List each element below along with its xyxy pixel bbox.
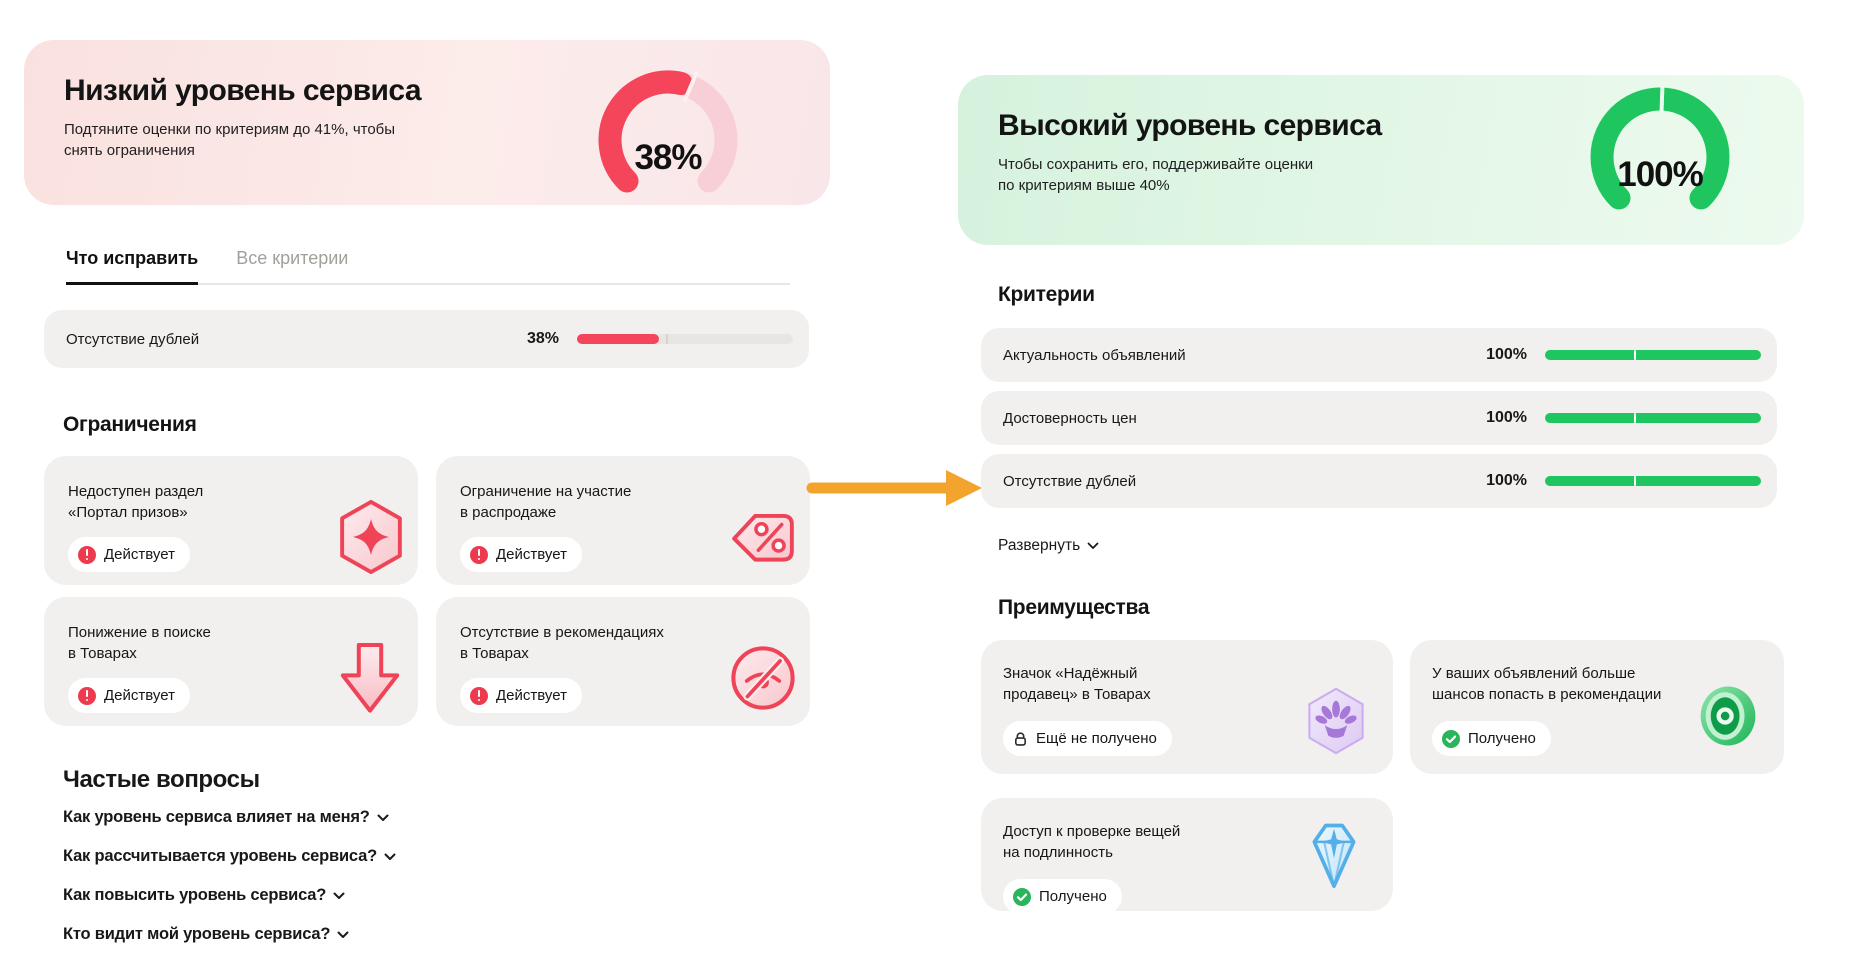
criterion-progress-bar xyxy=(1545,413,1761,423)
recommendations-eye-icon xyxy=(1700,686,1756,746)
faq-heading: Частые вопросы xyxy=(63,766,260,793)
high-level-gauge: 100% xyxy=(1570,67,1750,247)
criterion-row-duplicates-low: Отсутствие дублей 38% xyxy=(44,310,809,368)
threshold-tick xyxy=(1633,413,1637,423)
chevron-down-icon xyxy=(377,814,389,821)
locked-badge: Ещё не получено xyxy=(1003,721,1172,756)
tab-all-criteria[interactable]: Все критерии xyxy=(236,248,349,268)
benefits-heading: Преимущества xyxy=(998,596,1150,619)
chevron-down-icon xyxy=(1087,542,1099,549)
restrictions-grid: Недоступен раздел «Портал призов» Действ… xyxy=(44,456,810,726)
low-level-gauge: 38% xyxy=(578,50,758,230)
criterion-row-duplicates-high: Отсутствие дублей 100% xyxy=(981,454,1777,508)
criterion-row-relevance: Актуальность объявлений 100% xyxy=(981,328,1777,382)
criterion-progress-bar xyxy=(577,334,793,344)
arrow-down-icon xyxy=(340,643,400,713)
high-level-hero-text: Высокий уровень сервиса Чтобы сохранить … xyxy=(998,109,1382,196)
threshold-tick xyxy=(1633,350,1637,360)
threshold-tick xyxy=(665,334,669,344)
benefit-card-authenticity: Доступ к проверке вещей на подлинность П… xyxy=(981,798,1393,914)
criterion-label: Актуальность объявлений xyxy=(1003,346,1186,364)
threshold-tick xyxy=(1633,476,1637,486)
check-circle-icon xyxy=(1013,887,1031,906)
expand-button[interactable]: Развернуть xyxy=(998,537,1099,555)
restriction-card-search-downrank: Понижение в поиске в Товарах Действует xyxy=(44,597,418,726)
high-level-gauge-value: 100% xyxy=(1617,155,1704,194)
faq-item-calculation[interactable]: Как рассчитывается уровень сервиса? xyxy=(63,847,396,866)
criterion-percent: 38% xyxy=(526,330,559,347)
criterion-label: Отсутствие дублей xyxy=(1003,472,1137,490)
low-level-hero-card: Низкий уровень сервиса Подтяните оценки … xyxy=(24,40,830,205)
low-level-title: Низкий уровень сервиса xyxy=(64,74,422,107)
received-badge: Получено xyxy=(1432,721,1551,756)
criterion-row-price-accuracy: Достоверность цен 100% xyxy=(981,391,1777,445)
received-badge: Получено xyxy=(1003,879,1122,914)
trusted-seller-icon xyxy=(1308,687,1364,755)
progress-fill xyxy=(1545,350,1761,360)
criterion-label: Достоверность цен xyxy=(1003,409,1137,427)
criterion-label: Отсутствие дублей xyxy=(66,330,200,348)
status-badge: Действует xyxy=(68,678,190,713)
criterion-progress-bar xyxy=(1545,476,1761,486)
sale-percent-icon xyxy=(732,513,794,562)
high-level-title: Высокий уровень сервиса xyxy=(998,109,1382,142)
gauge-arc-low-icon xyxy=(598,70,738,193)
criterion-percent: 100% xyxy=(1486,472,1527,489)
alert-icon xyxy=(78,545,96,564)
faq-item-visibility[interactable]: Кто видит мой уровень сервиса? xyxy=(63,925,396,944)
restriction-card-prize-portal: Недоступен раздел «Портал призов» Действ… xyxy=(44,456,418,585)
alert-icon xyxy=(470,545,488,564)
benefit-card-trusted-seller: Значок «Надёжный продавец» в Товарах Ещё… xyxy=(981,640,1393,774)
criteria-tabs: Что исправить Все критерии xyxy=(66,248,790,285)
low-level-hero-text: Низкий уровень сервиса Подтяните оценки … xyxy=(64,74,422,161)
high-level-hero-card: Высокий уровень сервиса Чтобы сохранить … xyxy=(958,75,1804,245)
criterion-percent: 100% xyxy=(1486,346,1527,363)
faq-list: Как уровень сервиса влияет на меня? Как … xyxy=(63,808,396,964)
low-level-gauge-value: 38% xyxy=(634,138,702,177)
progress-fill xyxy=(1545,413,1761,423)
tab-what-to-fix[interactable]: Что исправить xyxy=(66,248,199,285)
prize-gem-icon xyxy=(340,499,402,575)
chevron-down-icon xyxy=(337,931,349,938)
high-level-subtitle: Чтобы сохранить его, поддерживайте оценк… xyxy=(998,156,1314,194)
criterion-percent: 100% xyxy=(1486,409,1527,426)
status-badge: Действует xyxy=(68,537,190,572)
progress-fill xyxy=(577,334,660,344)
restriction-card-no-recommendations: Отсутствие в рекомендациях в Товарах Дей… xyxy=(436,597,810,726)
criterion-progress-bar xyxy=(1545,350,1761,360)
restriction-card-sale: Ограничение на участие в распродаже Дейс… xyxy=(436,456,810,585)
status-badge: Действует xyxy=(460,678,582,713)
faq-item-improve[interactable]: Как повысить уровень сервиса? xyxy=(63,886,396,905)
faq-item-influence[interactable]: Как уровень сервиса влияет на меня? xyxy=(63,808,396,827)
benefit-card-recommendations: У ваших объявлений больше шансов попасть… xyxy=(1410,640,1784,774)
criteria-heading: Критерии xyxy=(998,283,1095,306)
authenticity-diamond-icon xyxy=(1312,823,1356,889)
low-level-subtitle: Подтяните оценки по критериям до 41%, чт… xyxy=(64,121,396,159)
eye-off-icon xyxy=(731,646,795,710)
status-badge: Действует xyxy=(460,537,582,572)
progress-fill xyxy=(1545,476,1761,486)
alert-icon xyxy=(78,686,96,705)
gauge-arc-high-icon xyxy=(1590,82,1730,210)
chevron-down-icon xyxy=(333,892,345,899)
alert-icon xyxy=(470,686,488,705)
transition-arrow-icon xyxy=(806,470,982,506)
chevron-down-icon xyxy=(384,853,396,860)
check-circle-icon xyxy=(1442,729,1460,748)
lock-icon xyxy=(1015,731,1026,746)
restrictions-heading: Ограничения xyxy=(63,413,197,436)
